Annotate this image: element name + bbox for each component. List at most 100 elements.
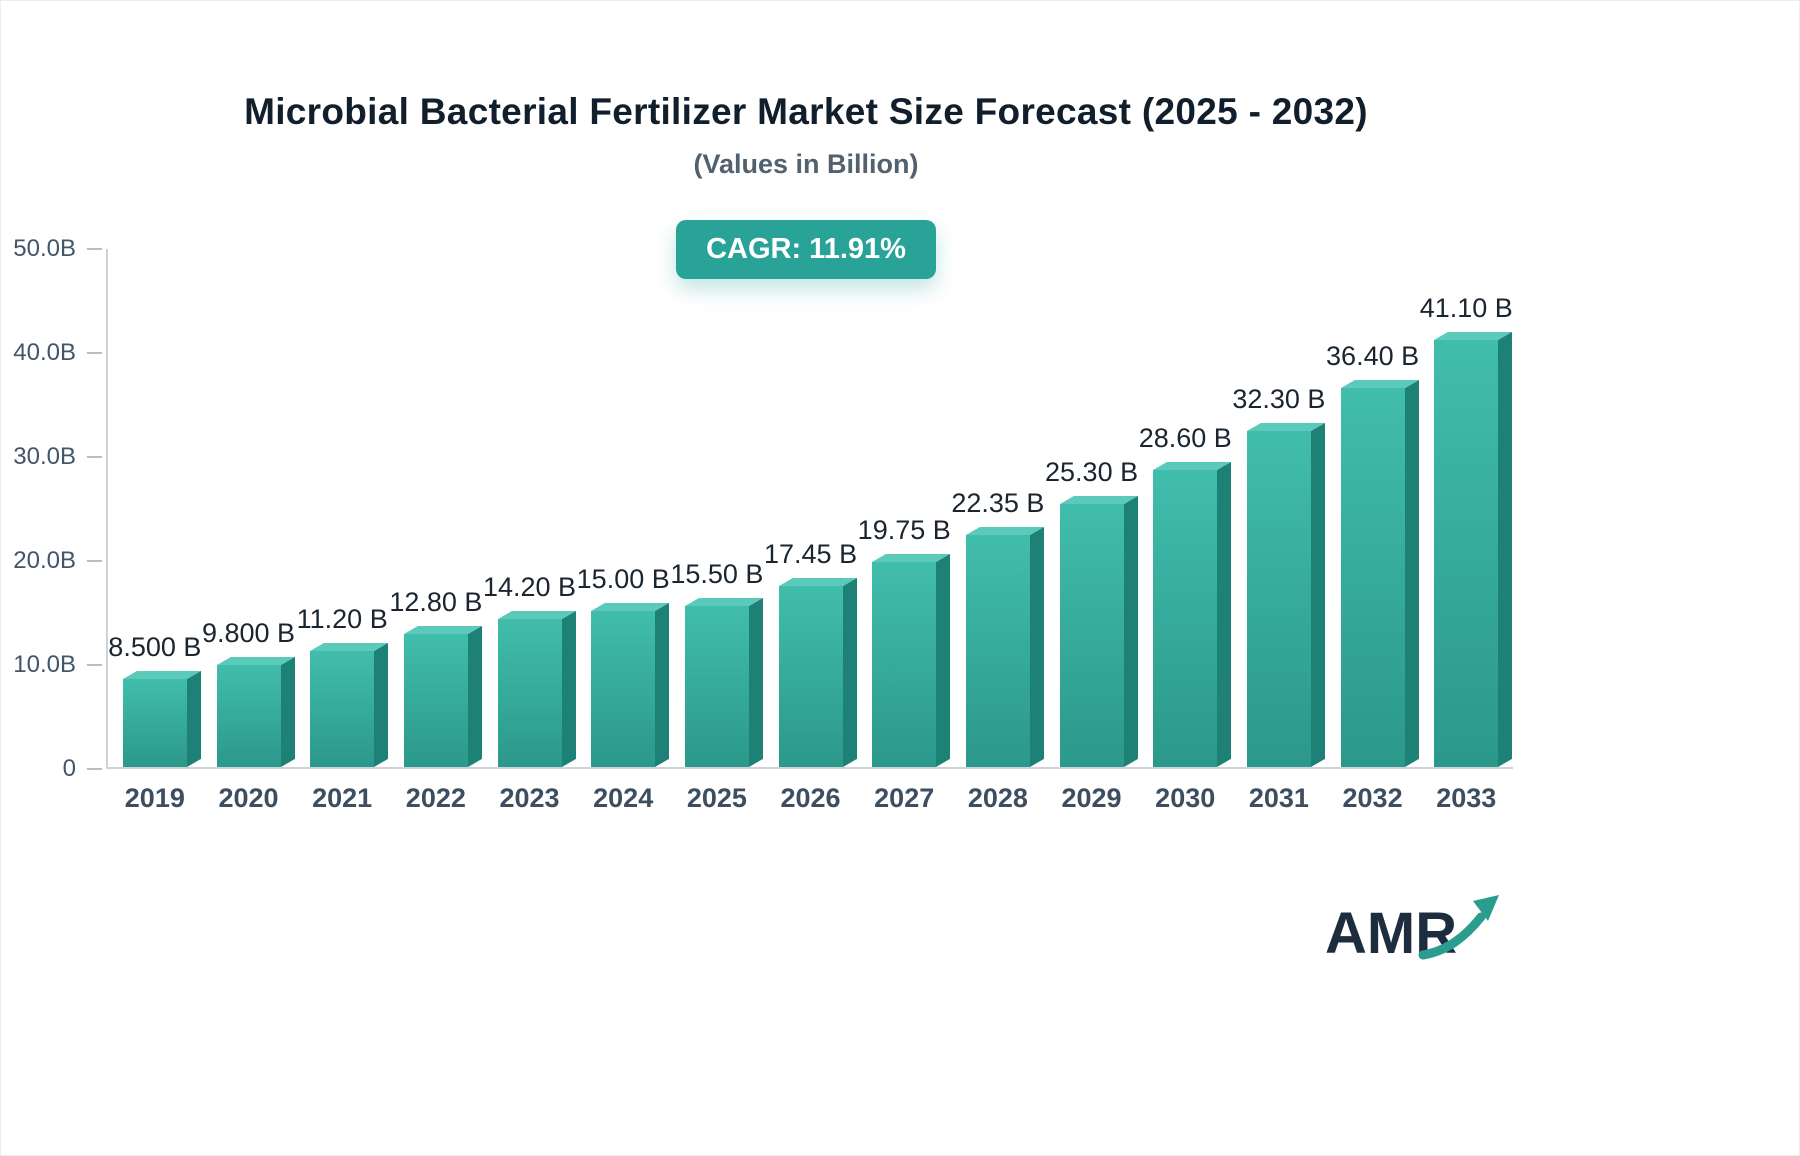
growth-arrow-icon [1418,895,1499,960]
bar-side-face [561,610,576,767]
bar-group: 12.80 B 2022 [389,249,483,813]
bar [1059,495,1138,767]
bar-chart: 0 10.0B 20.0B 30.0B 40.0B 50.0B 8.500 B 2019 9.… [1,219,1541,839]
badge-row: CAGR: 11.91% [1,220,1611,279]
bar-group: 17.45 B 2026 [764,249,858,813]
y-axis-tick-mark [87,768,102,770]
bar-group: 8.500 B 2019 [108,249,202,813]
x-axis-label: 2030 [1155,783,1216,813]
bar-top-face [122,671,201,679]
bar-group: 36.40 B 2032 [1326,249,1420,813]
bar-value-label: 15.00 B [576,564,670,594]
x-axis-label: 2028 [967,783,1028,813]
bar-side-face [1498,331,1513,767]
bar-value-label: 41.10 B [1419,293,1513,323]
bar-value-label: 15.50 B [670,559,764,589]
x-axis-label: 2029 [1061,783,1122,813]
cagr-badge: CAGR: 11.91% [676,220,936,279]
bar-group: 9.800 B 2020 [202,249,296,813]
chart-title: Microbial Bacterial Fertilizer Market Si… [244,91,1368,132]
bar-top-face [497,611,576,619]
bar-group: 22.35 B 2028 [951,249,1045,813]
bar [216,656,295,767]
bar [1340,379,1419,767]
y-axis-tick-mark [87,560,102,562]
x-axis-label: 2019 [124,783,185,813]
bar-value-label: 14.20 B [482,572,577,602]
bar [1153,461,1232,767]
bar-top-face [216,657,295,665]
y-axis-tick-label: 0 [62,755,76,782]
y-axis-tick-label: 50.0B [13,235,76,262]
bar [1434,331,1513,767]
bar-side-face [467,625,482,767]
x-axis-label: 2025 [686,783,747,813]
bar-group: 28.60 B 2030 [1138,249,1232,813]
bar [684,597,763,767]
bar-front-face [778,586,843,767]
bar-front-face [216,665,281,767]
bar-front-face [403,634,468,767]
x-axis-label: 2032 [1342,783,1403,813]
bar-side-face [374,642,389,767]
bar-top-face [1246,423,1325,431]
bar-front-face [684,606,749,767]
bar-top-face [684,598,763,606]
bar [1246,422,1325,767]
y-axis-tick-label: 40.0B [13,339,76,366]
x-axis-label: 2033 [1436,783,1497,813]
amr-logo-text: AMR [1325,901,1457,966]
bar-front-face [497,619,562,767]
bar-side-face [1029,526,1044,767]
bar-front-face [310,651,375,767]
bar-front-face [965,535,1030,767]
bar-front-face [591,611,656,767]
x-axis-label: 2023 [499,783,560,813]
x-axis-label: 2022 [405,783,466,813]
x-axis-label: 2026 [780,783,841,813]
bar-group: 32.30 B 2031 [1232,249,1326,813]
bar-side-face [1310,422,1325,767]
bar-group: 41.10 B 2033 [1419,249,1513,813]
bar-top-face [403,626,482,634]
bar-value-label: 36.40 B [1326,341,1420,371]
x-axis-label: 2027 [874,783,935,813]
x-axis-label: 2020 [218,783,279,813]
y-axis: 0 10.0B 20.0B 30.0B 40.0B 50.0B [1,235,106,782]
bar-value-label: 25.30 B [1045,457,1139,487]
bar-side-face [1217,461,1232,767]
amr-logo-graphic: AMR [1325,895,1499,966]
bar-top-face [778,578,857,586]
x-axis-label: 2024 [593,783,654,813]
bar [965,526,1044,767]
y-axis-tick-mark [87,248,102,250]
bar-front-face [122,679,187,767]
bar [591,602,670,767]
bar-top-face [965,527,1044,535]
bar-side-face [1123,495,1138,767]
bar-front-face [872,562,937,767]
bar-group: 15.00 B 2024 [576,249,670,813]
bar-value-label: 17.45 B [764,539,858,569]
bar-group: 25.30 B 2029 [1045,249,1139,813]
bar-front-face [1434,340,1499,767]
bar [497,610,576,767]
y-axis-tick-mark [87,352,102,354]
bar-value-label: 22.35 B [951,488,1045,518]
bar-side-face [1404,379,1419,767]
bar-top-face [1340,380,1419,388]
y-axis-tick-label: 30.0B [13,443,76,470]
bar-side-face [655,602,670,767]
bar-value-label: 12.80 B [389,587,483,617]
bar [403,625,482,767]
y-axis-tick-mark [87,664,102,666]
amr-logo: AMR [1323,893,1523,973]
bar-value-label: 19.75 B [857,515,951,545]
bar-side-face [280,656,295,767]
bar-value-label: 11.20 B [296,604,388,634]
bar-front-face [1153,470,1218,767]
bar-front-face [1246,431,1311,767]
plot-area: 8.500 B 2019 9.800 B 2020 11.20 B 2021 12.80 B… [106,249,1513,813]
x-axis-label: 2021 [312,783,373,813]
